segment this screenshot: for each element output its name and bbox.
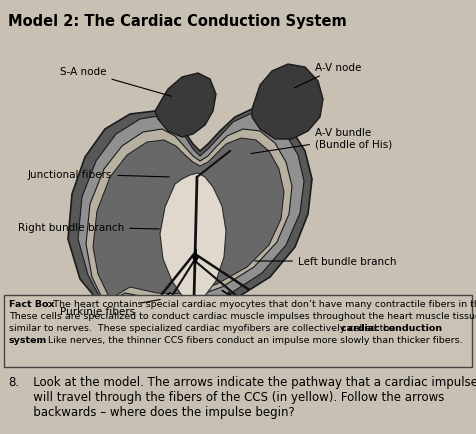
FancyBboxPatch shape (4, 295, 471, 367)
Polygon shape (86, 130, 291, 304)
Polygon shape (155, 74, 216, 138)
Text: Fact Box: Fact Box (9, 299, 55, 308)
Polygon shape (68, 110, 311, 314)
Text: system: system (9, 335, 47, 344)
Text: A-V node: A-V node (294, 63, 361, 89)
Text: Junctional fibers: Junctional fibers (28, 170, 169, 180)
Text: Purkinje fibers: Purkinje fibers (60, 300, 160, 316)
Text: similar to nerves.  These specialized cardiac myofibers are collectively called : similar to nerves. These specialized car… (9, 323, 397, 332)
Text: cardiac conduction: cardiac conduction (340, 323, 441, 332)
Text: A-V bundle
(Bundle of His): A-V bundle (Bundle of His) (250, 128, 391, 154)
Text: Model 2: The Cardiac Conduction System: Model 2: The Cardiac Conduction System (8, 14, 346, 29)
Polygon shape (251, 65, 322, 140)
Polygon shape (93, 139, 283, 299)
Text: : The heart contains special cardiac myocytes that don’t have many contractile f: : The heart contains special cardiac myo… (47, 299, 476, 308)
Text: Look at the model. The arrows indicate the pathway that a cardiac impulse
   wil: Look at the model. The arrows indicate t… (22, 375, 476, 418)
Text: 8.: 8. (8, 375, 19, 388)
Text: .  Like nerves, the thinner CCS fibers conduct an impulse more slowly than thick: . Like nerves, the thinner CCS fibers co… (39, 335, 462, 344)
Text: Left bundle branch: Left bundle branch (254, 256, 396, 266)
Polygon shape (159, 174, 226, 304)
Text: S-A node: S-A node (60, 67, 171, 97)
Text: These cells are specialized to conduct cardiac muscle impulses throughout the he: These cells are specialized to conduct c… (9, 311, 476, 320)
Text: Right bundle branch: Right bundle branch (18, 223, 159, 233)
Polygon shape (78, 115, 303, 309)
